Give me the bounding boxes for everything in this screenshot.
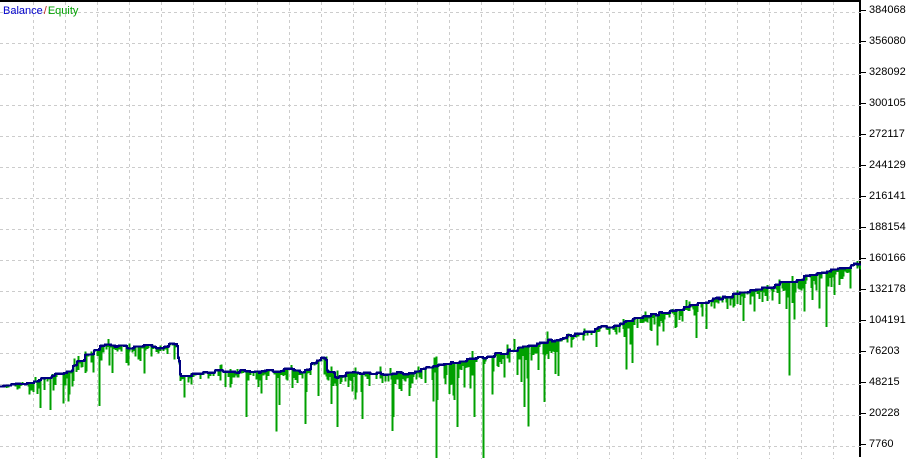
balance-line-path: [0, 262, 861, 388]
y-axis-label: 132178: [869, 283, 906, 295]
chart-canvas: [0, 2, 861, 459]
equity-series: [0, 260, 861, 458]
y-axis-label: 216141: [869, 190, 906, 202]
plot-area: Balance/Equity: [0, 0, 861, 459]
y-axis-tick: [861, 72, 866, 73]
y-axis-label: 20228: [869, 407, 900, 419]
y-axis-label: 76203: [869, 345, 900, 357]
legend: Balance/Equity: [3, 5, 78, 18]
y-axis: 384068 356080 328092 300105 272117 244129 2161…: [861, 0, 922, 457]
y-axis-tick: [861, 351, 866, 352]
y-axis-tick: [861, 444, 866, 445]
legend-balance-label: Balance: [3, 5, 43, 17]
y-axis-tick: [861, 413, 866, 414]
equity-spike-path: [0, 260, 861, 458]
y-axis-tick: [861, 258, 866, 259]
y-axis-label: 188154: [869, 221, 906, 233]
y-axis-tick: [861, 41, 866, 42]
balance-series: [0, 262, 861, 388]
vertical-gridlines: [33, 2, 834, 459]
y-axis-label: 384068: [869, 4, 906, 16]
y-axis-label: 160166: [869, 252, 906, 264]
y-axis-label: 272117: [869, 128, 905, 140]
y-axis-label: 48215: [869, 376, 900, 388]
y-axis-label: 244129: [869, 159, 906, 171]
y-axis-tick: [861, 320, 866, 321]
y-axis-label: 104191: [869, 314, 906, 326]
legend-equity-label: Equity: [47, 5, 79, 17]
y-axis-tick: [861, 165, 866, 166]
y-axis-tick: [861, 227, 866, 228]
y-axis-label: 7760: [869, 438, 894, 450]
legend-separator: /: [43, 5, 47, 17]
y-axis-tick: [861, 103, 866, 104]
y-axis-tick: [861, 196, 866, 197]
y-axis-tick: [861, 134, 866, 135]
y-axis-label: 328092: [869, 66, 906, 78]
y-axis-label: 300105: [869, 97, 906, 109]
y-axis-tick: [861, 289, 866, 290]
y-axis-tick: [861, 382, 866, 383]
y-axis-label: 356080: [869, 35, 906, 47]
y-axis-tick: [861, 10, 866, 11]
